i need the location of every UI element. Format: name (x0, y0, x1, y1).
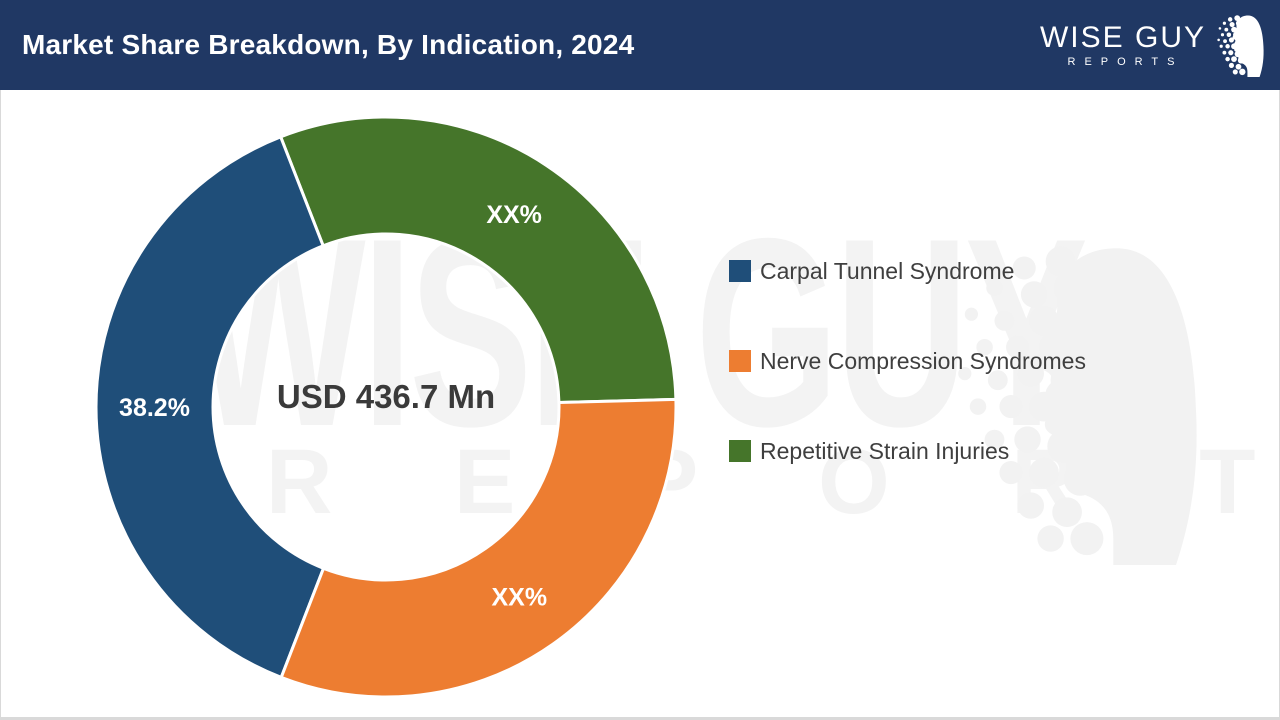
center-value-label: USD 436.7 Mn (276, 378, 496, 415)
legend-label: Repetitive Strain Injuries (760, 437, 1010, 464)
header-bar: Market Share Breakdown, By Indication, 2… (0, 0, 1280, 90)
legend-label: Nerve Compression Syndromes (760, 347, 1086, 374)
donut-segment-carpal-tunnel-syndrome (94, 135, 325, 679)
logo-head-icon (1217, 15, 1264, 78)
logo-subtitle: REPORTS (1067, 55, 1184, 68)
chart-legend: Carpal Tunnel Syndrome Nerve Compression… (729, 250, 1086, 520)
segment-value-label: 38.2% (119, 394, 190, 422)
legend-swatch-icon (729, 440, 751, 462)
donut-chart: XX% 38.2% XX% (94, 115, 678, 699)
segment-value-label: XX% (492, 583, 548, 611)
page-title: Market Share Breakdown, By Indication, 2… (22, 29, 635, 60)
legend-item-repetitive-strain-injuries: Repetitive Strain Injuries (729, 430, 1086, 472)
donut-segment-nerve-compression-syndromes (279, 397, 678, 699)
legend-label: Carpal Tunnel Syndrome (760, 257, 1015, 284)
logo-wordmark: WISE GUY (1039, 20, 1206, 54)
legend-item-carpal-tunnel-syndrome: Carpal Tunnel Syndrome (729, 250, 1086, 292)
legend-swatch-icon (729, 350, 751, 372)
legend-swatch-icon (729, 260, 751, 282)
donut-segment-repetitive-strain-injuries (279, 115, 678, 404)
chart-area: WISE GUY R E P O R T S XX%38.2%XX% USD 4… (0, 90, 1280, 720)
wiseguy-logo: WISE GUY REPORTS (1040, 12, 1266, 78)
legend-item-nerve-compression-syndromes: Nerve Compression Syndromes (729, 340, 1086, 382)
segment-value-label: XX% (486, 201, 542, 229)
logo-text: WISE GUY REPORTS (1039, 20, 1206, 68)
